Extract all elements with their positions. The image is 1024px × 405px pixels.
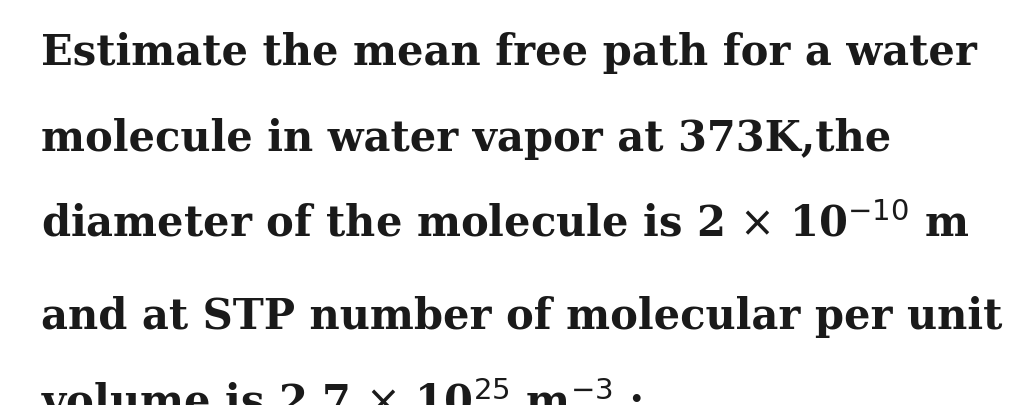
Text: Estimate the mean free path for a water: Estimate the mean free path for a water [41,32,977,74]
Text: diameter of the molecule is 2 $\times$ 10$^{-10}$ m: diameter of the molecule is 2 $\times$ 1… [41,202,970,245]
Text: molecule in water vapor at 373K,the: molecule in water vapor at 373K,the [41,117,891,159]
Text: and at STP number of molecular per unit: and at STP number of molecular per unit [41,296,1002,337]
Text: volume is 2.7 $\times$ 10$^{25}$ m$^{-3}$ :: volume is 2.7 $\times$ 10$^{25}$ m$^{-3}… [41,381,642,405]
